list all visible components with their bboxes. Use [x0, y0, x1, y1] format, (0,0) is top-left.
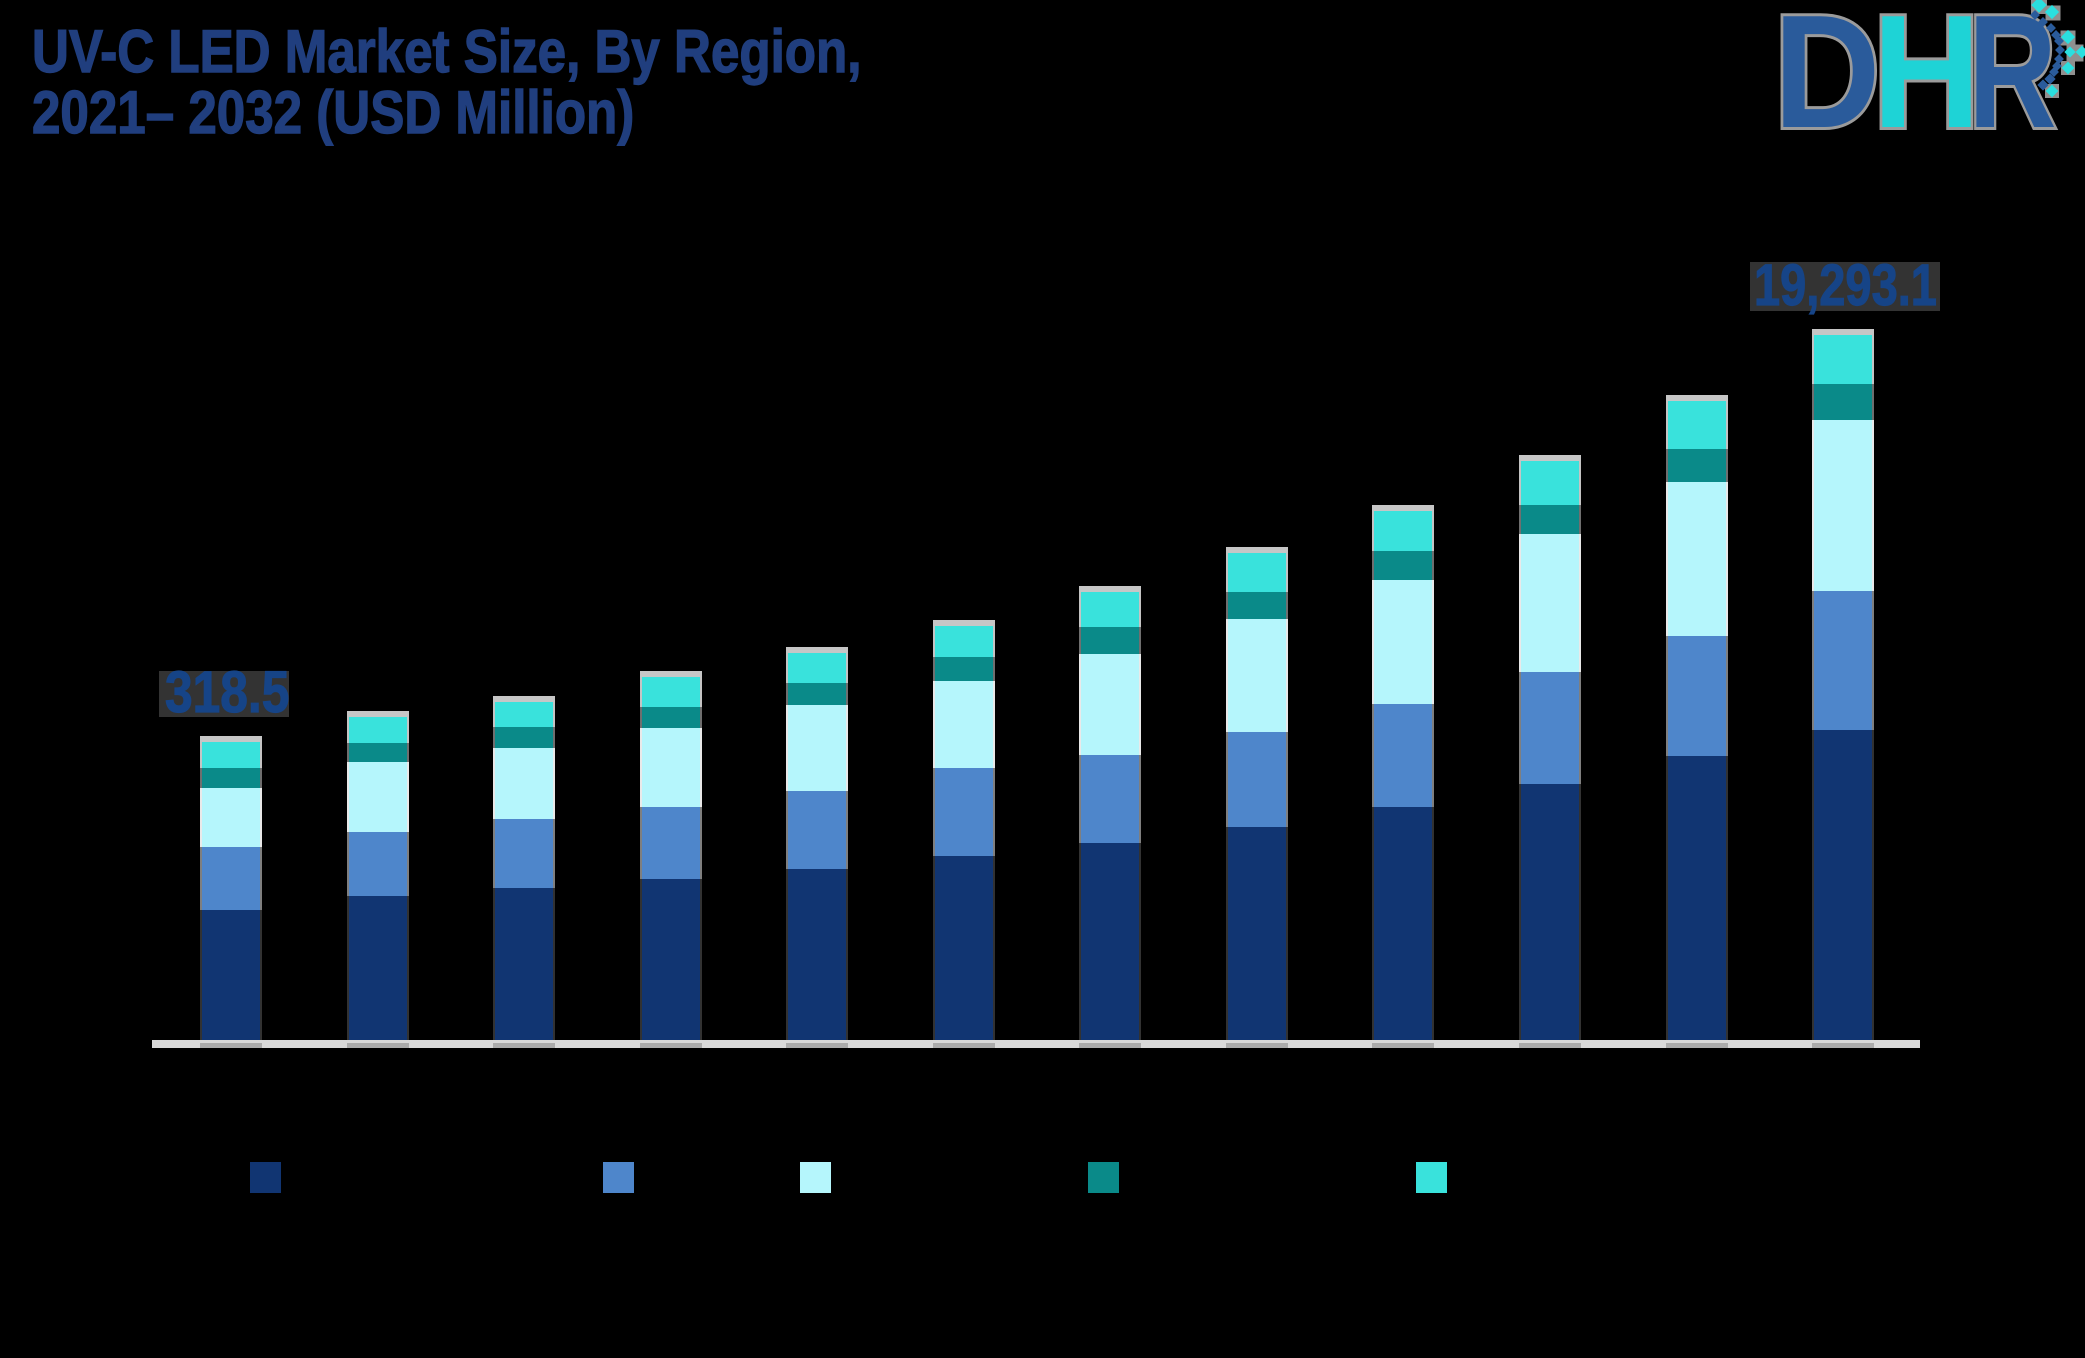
svg-text:D: D — [1773, 0, 1880, 160]
svg-text:H: H — [1872, 0, 1980, 160]
